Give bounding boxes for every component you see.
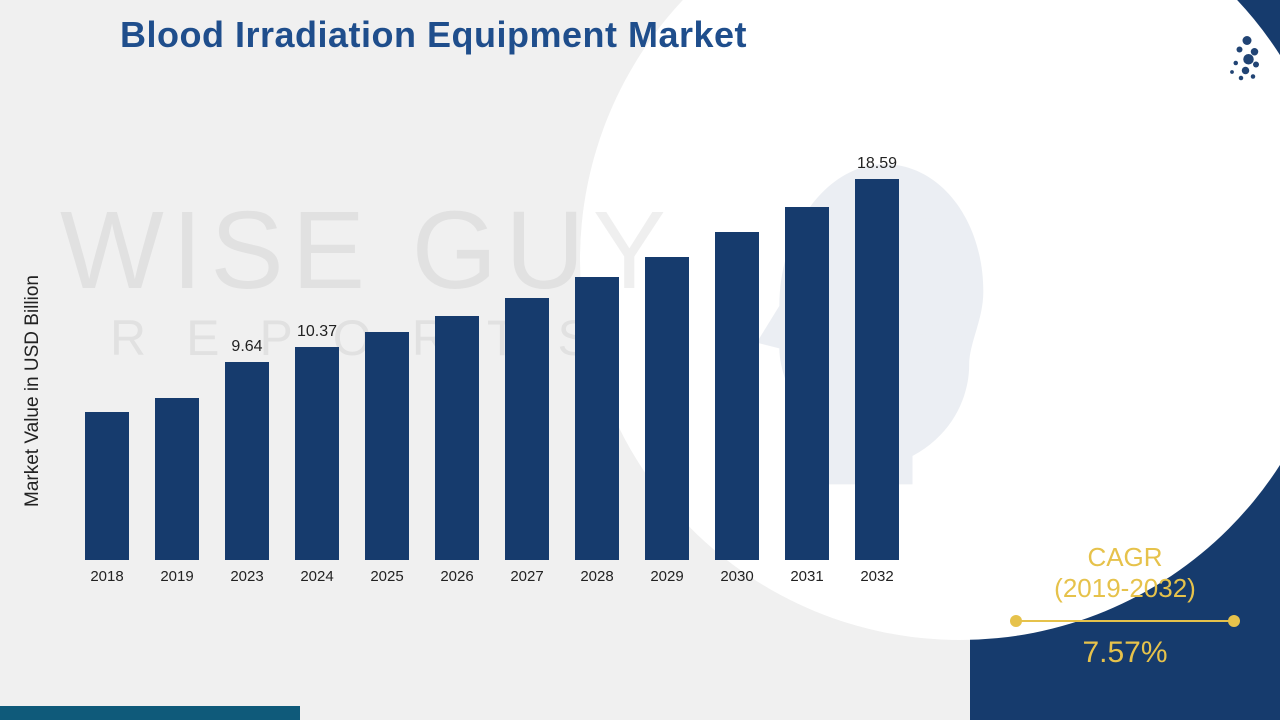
bar [435, 316, 479, 560]
chart-title: Blood Irradiation Equipment Market [120, 14, 747, 56]
bar [365, 332, 409, 560]
x-tick-label: 2023 [225, 568, 269, 585]
bar-value-label: 18.59 [857, 155, 897, 173]
bar [575, 277, 619, 560]
brand-word-a: WISE [1003, 19, 1111, 60]
cagr-label: CAGR [1000, 542, 1250, 573]
bar: 18.59 [855, 179, 899, 560]
cagr-divider [1016, 620, 1234, 622]
bar-value-label: 10.37 [297, 323, 337, 341]
y-axis-label: Market Value in USD Billion [22, 275, 44, 507]
cagr-range: (2019-2032) [1000, 573, 1250, 604]
brand-word-b: GUY [1111, 19, 1201, 60]
page-root: WISE GUY REPORTS Blood Irradiation Equip… [0, 0, 1280, 720]
x-tick-label: 2027 [505, 568, 549, 585]
chart-area: Market Value in USD Billion 201820199.64… [55, 150, 925, 610]
x-tick-label: 2032 [855, 568, 899, 585]
x-tick-label: 2026 [435, 568, 479, 585]
cagr-box: CAGR (2019-2032) 7.57% [1000, 542, 1250, 670]
bar: 9.64 [225, 362, 269, 560]
bottom-accent-bar [0, 706, 300, 720]
x-tick-label: 2025 [365, 568, 409, 585]
x-tick-label: 2019 [155, 568, 199, 585]
x-tick-label: 2028 [575, 568, 619, 585]
bar [85, 412, 129, 560]
x-tick-label: 2024 [295, 568, 339, 585]
cagr-value: 7.57% [1000, 636, 1250, 670]
bar [645, 257, 689, 560]
bar [155, 398, 199, 560]
bar-value-label: 9.64 [231, 338, 262, 356]
bar: 10.37 [295, 347, 339, 560]
brand-head-icon [1192, 18, 1272, 108]
x-tick-label: 2018 [85, 568, 129, 585]
bar-plot: 201820199.64202310.372024202520262027202… [85, 150, 925, 560]
x-tick-label: 2030 [715, 568, 759, 585]
bar [785, 207, 829, 560]
x-tick-label: 2031 [785, 568, 829, 585]
x-tick-label: 2029 [645, 568, 689, 585]
bar [715, 232, 759, 560]
bar [505, 298, 549, 560]
